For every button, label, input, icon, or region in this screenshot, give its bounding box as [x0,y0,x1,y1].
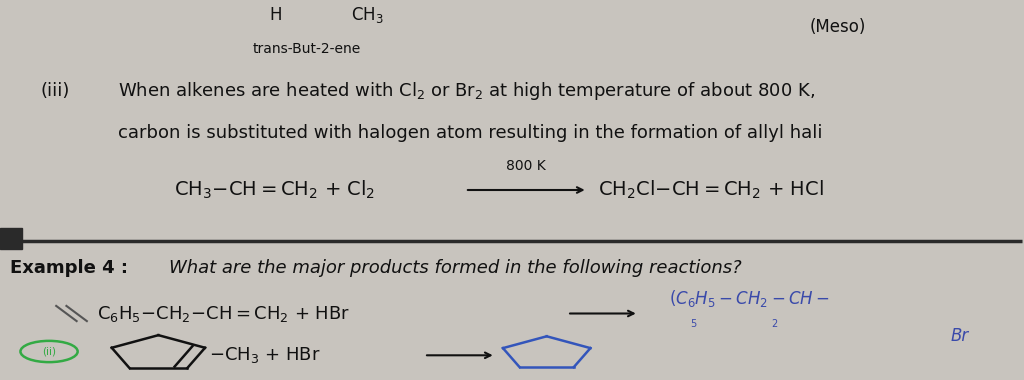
Text: When alkenes are heated with Cl$_2$ or Br$_2$ at high temperature of about 800 K: When alkenes are heated with Cl$_2$ or B… [118,80,815,102]
Text: $_{5}$: $_{5}$ [690,316,697,330]
Text: 800 K: 800 K [507,159,546,173]
Text: (Meso): (Meso) [810,17,866,36]
Text: $-$CH$_3$ + HBr: $-$CH$_3$ + HBr [210,345,322,365]
Text: CH$_3$$-$CH$=$CH$_2$ + Cl$_2$: CH$_3$$-$CH$=$CH$_2$ + Cl$_2$ [174,179,375,201]
Text: H: H [269,6,283,24]
Text: CH$_2$Cl$-$CH$=$CH$_2$ + HCl: CH$_2$Cl$-$CH$=$CH$_2$ + HCl [598,179,823,201]
Text: Br: Br [950,327,969,345]
Text: $(C_6H_5 - CH_2 - CH -$: $(C_6H_5 - CH_2 - CH -$ [670,288,830,309]
Text: $\mathregular{CH_3}$: $\mathregular{CH_3}$ [351,5,384,25]
Text: (ii): (ii) [42,347,56,356]
Text: (iii): (iii) [41,82,71,100]
Text: C$_6$H$_5$$-$CH$_2$$-$CH$=$CH$_2$ + HBr: C$_6$H$_5$$-$CH$_2$$-$CH$=$CH$_2$ + HBr [97,304,350,323]
Text: carbon is substituted with halogen atom resulting in the formation of allyl hali: carbon is substituted with halogen atom … [118,124,822,142]
Bar [0,228,23,249]
Text: $_{2}$: $_{2}$ [771,316,779,330]
Text: trans-But-2-ene: trans-But-2-ene [253,43,360,56]
Text: What are the major products formed in the following reactions?: What are the major products formed in th… [169,259,741,277]
Text: Example 4 :: Example 4 : [10,259,128,277]
